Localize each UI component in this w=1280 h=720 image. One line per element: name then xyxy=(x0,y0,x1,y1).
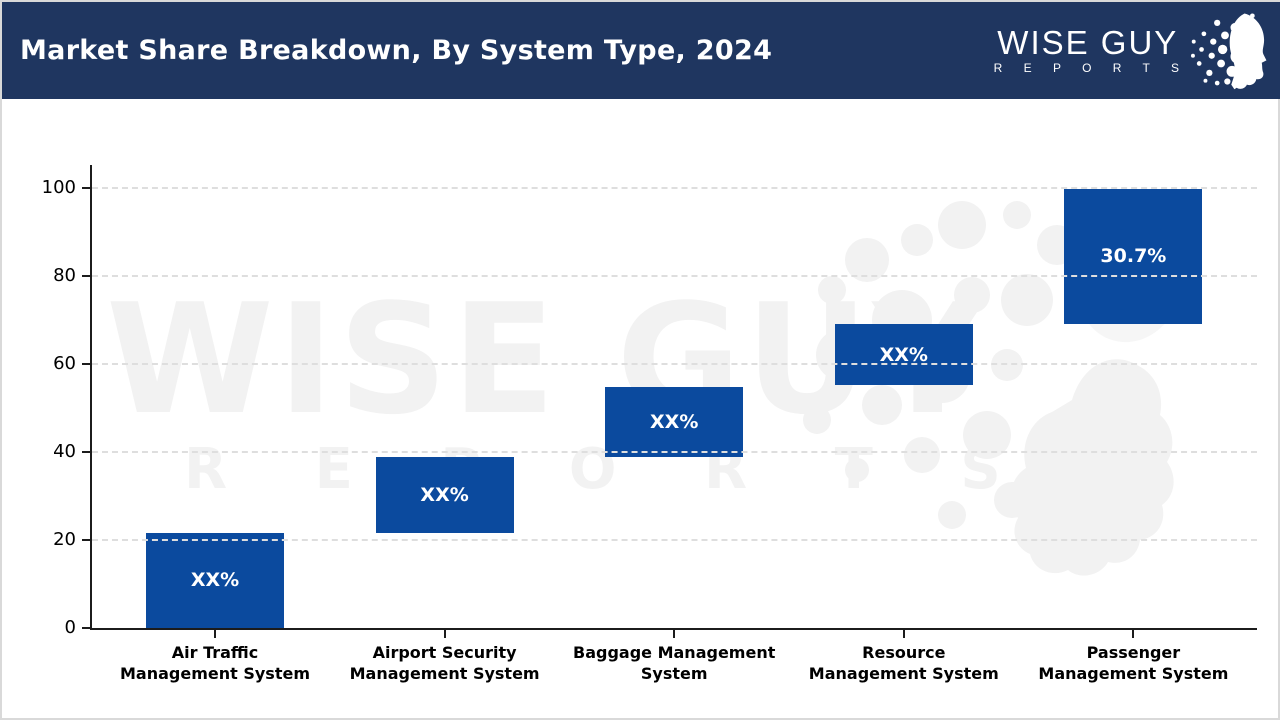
x-axis-category-label: Baggage Management System xyxy=(573,642,775,684)
x-axis-tick xyxy=(902,630,905,638)
logo-text: WISE GUY R E P O R T S xyxy=(988,23,1188,76)
bar-value-label: XX% xyxy=(650,410,699,433)
bar-value-label: XX% xyxy=(420,483,469,506)
x-axis-category-line: Management System xyxy=(1038,664,1229,683)
y-axis-tick-label: 0 xyxy=(64,617,76,638)
bar-value-label: XX% xyxy=(190,569,240,592)
bar-value-label: 30.7% xyxy=(1100,245,1167,268)
bar-segment xyxy=(146,532,284,628)
x-axis-category-label: Airport Security Management System xyxy=(350,642,540,684)
y-axis-tick xyxy=(82,363,90,365)
x-axis-category-line: Passenger xyxy=(1086,643,1181,662)
y-axis-tick-label: 40 xyxy=(53,441,76,462)
y-axis-tick-label: 60 xyxy=(53,353,76,374)
x-axis-category-label: Resource Management System xyxy=(809,642,999,684)
x-axis-tick xyxy=(214,630,216,638)
y-axis-tick-label: 20 xyxy=(53,529,76,550)
logo-subtitle: R E P O R T S xyxy=(993,61,1188,76)
x-axis-category-line: Air Traffic xyxy=(171,643,259,662)
y-axis-tick-label: 80 xyxy=(53,265,76,286)
x-axis-category-line: Resource xyxy=(862,643,946,662)
bar-segment xyxy=(605,386,744,457)
x-axis-tick xyxy=(673,630,676,638)
wiseguy-logo: WISE GUY R E P O R T S xyxy=(988,7,1268,95)
bar-value-label: XX% xyxy=(879,343,928,366)
header-bar: Market Share Breakdown, By System Type, … xyxy=(2,2,1280,99)
y-axis-tick xyxy=(82,275,90,277)
y-axis-tick-label: 100 xyxy=(41,177,76,198)
x-axis-category-line: Management System xyxy=(349,664,540,683)
bar-segment xyxy=(375,456,514,533)
y-axis-tick xyxy=(82,539,90,541)
x-axis-category-line: Baggage Management xyxy=(573,643,776,662)
x-axis-category-line: Management System xyxy=(808,664,999,683)
y-axis-tick xyxy=(82,187,90,189)
x-axis-tick xyxy=(443,630,446,638)
x-axis-category-line: Airport Security xyxy=(372,643,517,662)
x-axis-tick xyxy=(1132,630,1135,638)
page-title: Market Share Breakdown, By System Type, … xyxy=(20,35,773,66)
plot-area: 0 20 40 60 80 100 XX% Air Traffic Management Sys… xyxy=(42,165,1257,683)
x-axis-category-label: Air Traffic Management System xyxy=(120,642,310,684)
logo-face-icon xyxy=(1190,12,1267,89)
logo-wordmark: WISE GUY xyxy=(997,23,1179,61)
x-axis-category-line: Management System xyxy=(120,664,310,683)
x-axis-category-line: System xyxy=(640,664,708,683)
gridline xyxy=(92,363,1257,365)
x-axis-category-label: Passenger Management System xyxy=(1038,642,1228,684)
y-axis-tick xyxy=(82,451,90,453)
y-axis-tick xyxy=(82,627,90,629)
